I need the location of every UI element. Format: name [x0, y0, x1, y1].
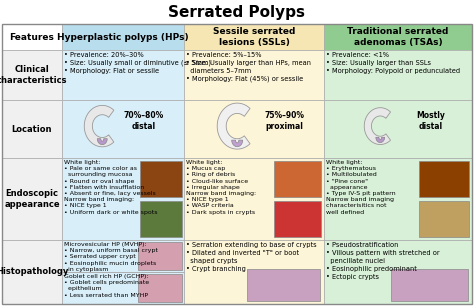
Bar — [140, 161, 182, 197]
Text: Traditional serrated
adenomas (TSAs): Traditional serrated adenomas (TSAs) — [347, 27, 449, 47]
Text: Features: Features — [9, 32, 55, 42]
Bar — [2, 50, 62, 100]
Bar — [184, 158, 324, 240]
Bar — [62, 240, 184, 304]
Text: • Prevalence: <1%
• Size: Usually larger than SSLs
• Morphology: Polypoid or ped: • Prevalence: <1% • Size: Usually larger… — [326, 52, 460, 74]
Polygon shape — [376, 137, 384, 143]
Text: • Serration extending to base of crypts
• Dilated and inverted "T" or boot
  sha: • Serration extending to base of crypts … — [186, 242, 317, 272]
Text: Clinical
characteristics: Clinical characteristics — [0, 65, 67, 85]
Bar — [391, 269, 467, 301]
Text: • Prevalence: 20%–30%
• Size: Usually small or diminutive (≤ 5mm)
• Morphology: : • Prevalence: 20%–30% • Size: Usually sm… — [64, 52, 211, 74]
Bar — [247, 269, 320, 301]
Bar — [324, 50, 472, 100]
Bar — [62, 240, 184, 272]
Bar — [2, 100, 62, 158]
Bar — [324, 24, 472, 50]
Bar — [184, 50, 324, 100]
Text: Histopathology: Histopathology — [0, 267, 68, 277]
Polygon shape — [232, 140, 243, 147]
Bar — [184, 100, 324, 158]
Bar — [2, 24, 62, 50]
Text: Mostly
distal: Mostly distal — [416, 111, 445, 131]
Bar — [324, 240, 472, 304]
Polygon shape — [84, 105, 114, 147]
Text: Hyperplastic polyps (HPs): Hyperplastic polyps (HPs) — [57, 32, 189, 42]
Text: 75%–90%
proximal: 75%–90% proximal — [265, 111, 305, 131]
Bar — [62, 272, 184, 304]
Text: 70%–80%
distal: 70%–80% distal — [124, 111, 164, 131]
Bar — [137, 274, 182, 302]
Bar — [419, 201, 469, 237]
Bar — [2, 158, 62, 240]
Text: Endoscopic
appearance: Endoscopic appearance — [4, 189, 60, 209]
Bar — [62, 158, 184, 240]
Text: White light:
• Mucus cap
• Ring of debris
• Cloud-like surface
• Irregular shape: White light: • Mucus cap • Ring of debri… — [186, 160, 256, 215]
Text: White light:
• Erythematous
• Multilobulated
• "Pine cone"
  appearance
• Type I: White light: • Erythematous • Multilobul… — [326, 160, 396, 215]
Polygon shape — [97, 139, 107, 145]
Text: Location: Location — [12, 125, 52, 133]
Bar — [2, 240, 62, 304]
Bar — [273, 201, 321, 237]
Text: Goblet cell rich HP (GCHP):
• Goblet cells predominate
  epithelium
• Less serra: Goblet cell rich HP (GCHP): • Goblet cel… — [64, 274, 149, 298]
Bar — [62, 50, 184, 100]
Bar — [324, 100, 472, 158]
Polygon shape — [364, 108, 391, 144]
Bar — [324, 158, 472, 240]
Bar — [273, 161, 321, 197]
Polygon shape — [217, 103, 250, 149]
Text: White light:
• Pale or same color as
  surrounding mucosa
• Round or oval shape
: White light: • Pale or same color as sur… — [64, 160, 157, 215]
Text: Sessile serrated
lesions (SSLs): Sessile serrated lesions (SSLs) — [213, 27, 295, 47]
Text: Microvesicular HP (MVHP):
• Narrow, uniform basal crypt
• Serrated upper crypt
•: Microvesicular HP (MVHP): • Narrow, unif… — [64, 242, 158, 272]
Bar — [62, 24, 184, 50]
Bar — [184, 240, 324, 304]
Bar — [62, 100, 184, 158]
Bar — [184, 24, 324, 50]
Text: • Pseudostratification
• Villous pattern with stretched or
  pencillate nuclei
•: • Pseudostratification • Villous pattern… — [326, 242, 439, 280]
Text: Serrated Polyps: Serrated Polyps — [168, 6, 306, 21]
Bar — [140, 201, 182, 237]
Text: • Prevalence: 5%–15%
• Size: Usually larger than HPs, mean
  diameters 5–7mm
• M: • Prevalence: 5%–15% • Size: Usually lar… — [186, 52, 311, 83]
Bar — [137, 242, 182, 270]
Bar — [419, 161, 469, 197]
